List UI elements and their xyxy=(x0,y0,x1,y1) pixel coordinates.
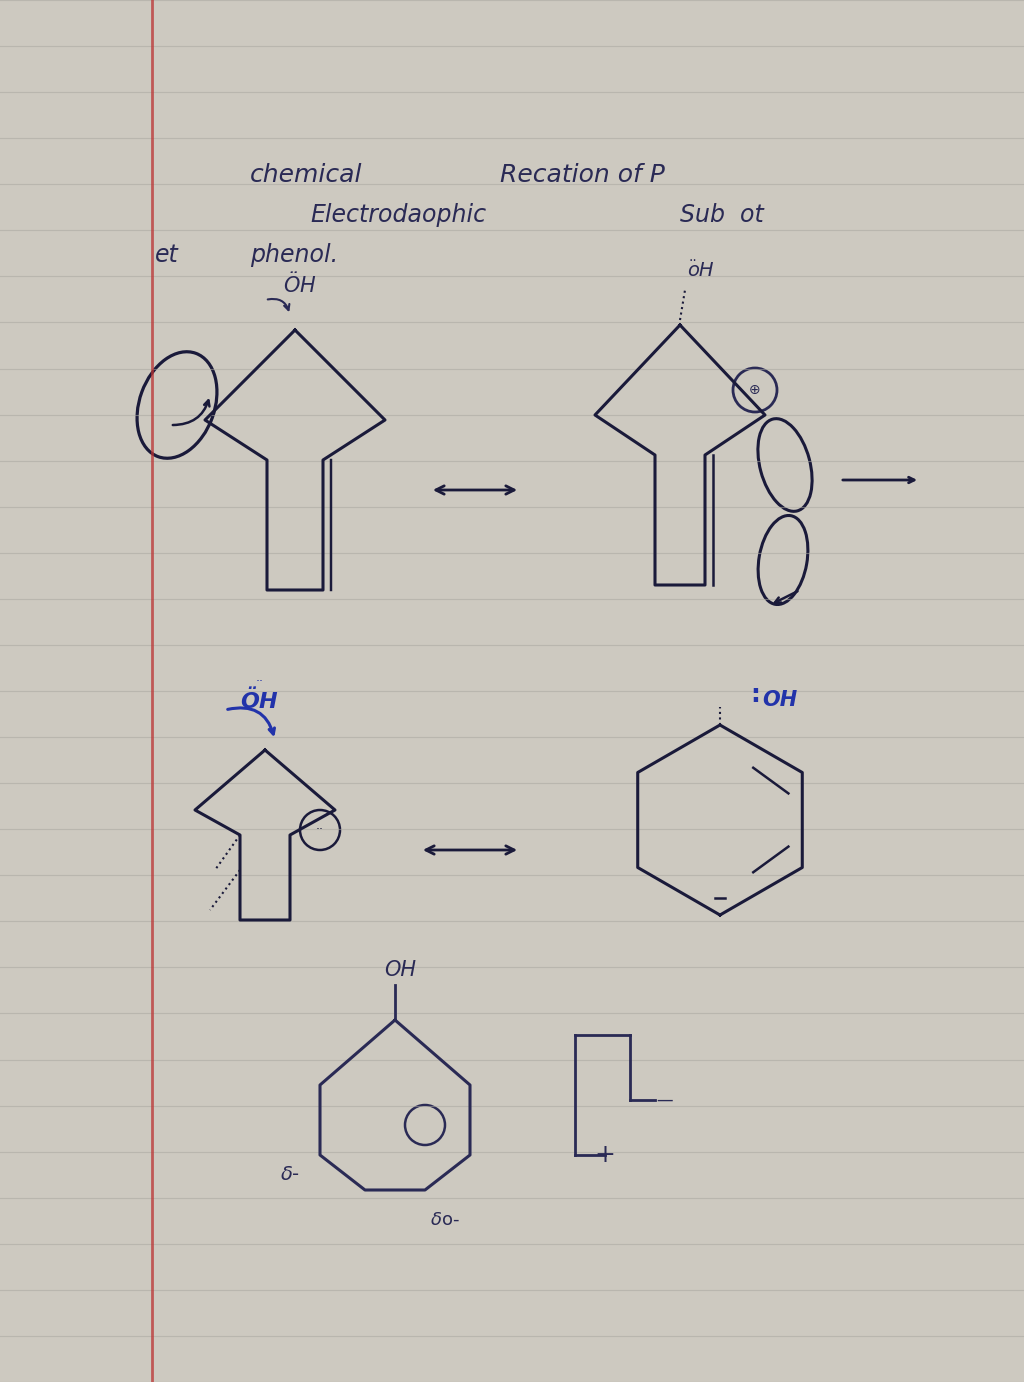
Text: ⊕: ⊕ xyxy=(750,383,761,397)
Text: $\delta$-: $\delta$- xyxy=(280,1165,300,1184)
Text: oH: oH xyxy=(687,260,714,279)
Text: OH: OH xyxy=(384,960,416,980)
Text: ··: ·· xyxy=(256,676,264,688)
Text: Sub  ot: Sub ot xyxy=(680,203,764,227)
Text: $\mathregular{\ddot{O}}$H: $\mathregular{\ddot{O}}$H xyxy=(241,687,280,713)
Text: Recation of P: Recation of P xyxy=(500,163,665,187)
Text: phenol.: phenol. xyxy=(250,243,338,267)
Text: +: + xyxy=(595,1143,615,1166)
Text: ··: ·· xyxy=(316,824,324,836)
Text: :: : xyxy=(750,683,760,708)
Text: $\delta$o-: $\delta$o- xyxy=(430,1211,460,1229)
Text: chemical: chemical xyxy=(250,163,362,187)
Text: et: et xyxy=(155,243,179,267)
Text: ..: .. xyxy=(688,250,697,264)
Text: $\mathregular{\ddot{O}}$H: $\mathregular{\ddot{O}}$H xyxy=(284,272,316,297)
Text: Electrodaophic: Electrodaophic xyxy=(310,203,486,227)
Text: —: — xyxy=(656,1090,674,1108)
Text: OH: OH xyxy=(763,690,798,710)
